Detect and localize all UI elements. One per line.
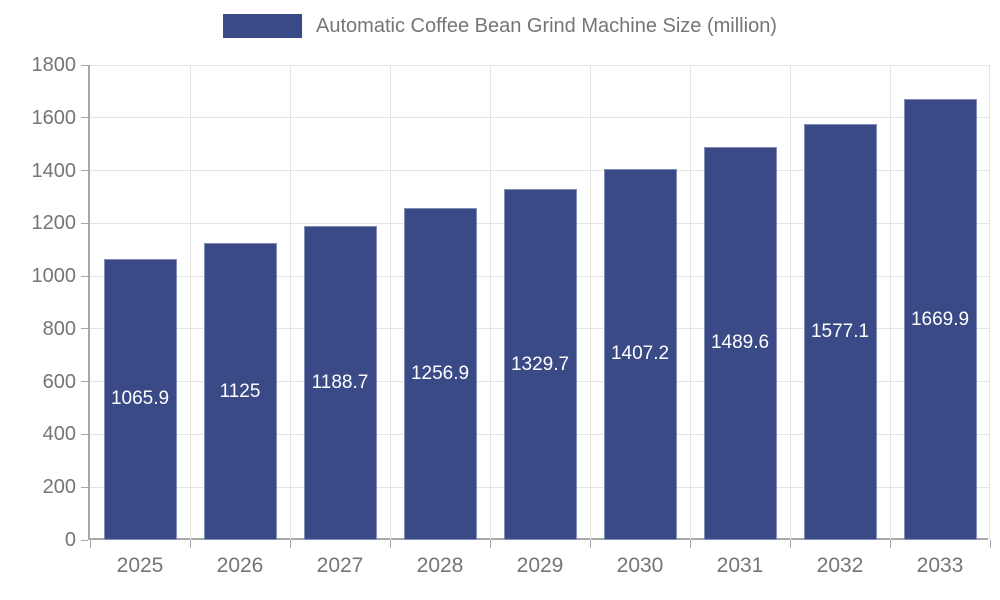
y-axis-label: 600 — [42, 370, 76, 393]
y-axis-tick — [81, 381, 88, 383]
y-axis-label: 800 — [42, 317, 76, 340]
x-axis-label: 2032 — [816, 554, 864, 577]
gridline-vertical — [890, 65, 891, 540]
x-axis-tick — [389, 540, 391, 548]
y-axis-tick — [81, 64, 88, 66]
y-axis-tick — [81, 539, 88, 541]
y-axis-label: 1200 — [31, 212, 77, 235]
legend-swatch — [223, 14, 303, 38]
x-axis-label: 2027 — [316, 554, 364, 577]
x-axis-tick — [589, 540, 591, 548]
gridline-vertical — [790, 65, 791, 540]
bar — [203, 243, 277, 540]
gridline-horizontal — [90, 64, 990, 66]
gridline-vertical — [490, 65, 491, 540]
bar — [903, 99, 977, 540]
y-axis-label: 1600 — [31, 106, 77, 129]
y-axis-label: 1400 — [31, 159, 77, 182]
x-axis-label: 2028 — [416, 554, 464, 577]
y-axis-tick — [81, 222, 88, 224]
bar — [503, 189, 577, 540]
gridline-vertical — [989, 65, 990, 540]
gridline-vertical — [290, 65, 291, 540]
x-axis-label: 2033 — [916, 554, 964, 577]
bar — [103, 258, 177, 540]
x-axis-label: 2029 — [516, 554, 564, 577]
x-axis-tick — [189, 540, 191, 548]
x-axis-tick — [689, 540, 691, 548]
gridline-vertical — [390, 65, 391, 540]
legend-item[interactable]: Automatic Coffee Bean Grind Machine Size… — [223, 14, 777, 38]
bar — [703, 146, 777, 540]
y-axis-tick — [81, 275, 88, 277]
x-axis-label: 2031 — [716, 554, 764, 577]
y-axis-tick — [81, 328, 88, 330]
y-axis-label: 1800 — [31, 54, 77, 76]
gridline-horizontal — [90, 117, 990, 119]
x-axis-tick — [789, 540, 791, 548]
x-axis-label: 2025 — [116, 554, 164, 577]
y-axis-tick — [81, 433, 88, 435]
bar — [603, 168, 677, 540]
gridline-vertical — [690, 65, 691, 540]
x-axis-label: 2026 — [216, 554, 264, 577]
x-axis-tick — [289, 540, 291, 548]
y-axis-tick — [81, 117, 88, 119]
x-axis-tick — [89, 540, 91, 548]
x-axis-tick — [489, 540, 491, 548]
x-axis-label: 2030 — [616, 554, 664, 577]
y-axis-tick — [81, 170, 88, 172]
x-axis-tick — [989, 540, 991, 548]
y-axis-label: 0 — [64, 529, 76, 551]
bar — [303, 226, 377, 540]
bar — [403, 208, 477, 540]
y-axis-label: 200 — [42, 476, 76, 499]
y-axis-tick — [81, 486, 88, 488]
gridline-vertical — [590, 65, 591, 540]
bar — [803, 123, 877, 540]
y-axis-label: 1000 — [31, 265, 77, 288]
x-axis-tick — [889, 540, 891, 548]
gridline-vertical — [190, 65, 191, 540]
plot-area: 0 200 400 600 800 1000 1200 1400 1600 1800 2025 202… — [32, 54, 991, 577]
y-axis-label: 400 — [42, 423, 76, 446]
legend-label: Automatic Coffee Bean Grind Machine Size… — [316, 15, 777, 37]
gridline-horizontal — [90, 170, 990, 172]
